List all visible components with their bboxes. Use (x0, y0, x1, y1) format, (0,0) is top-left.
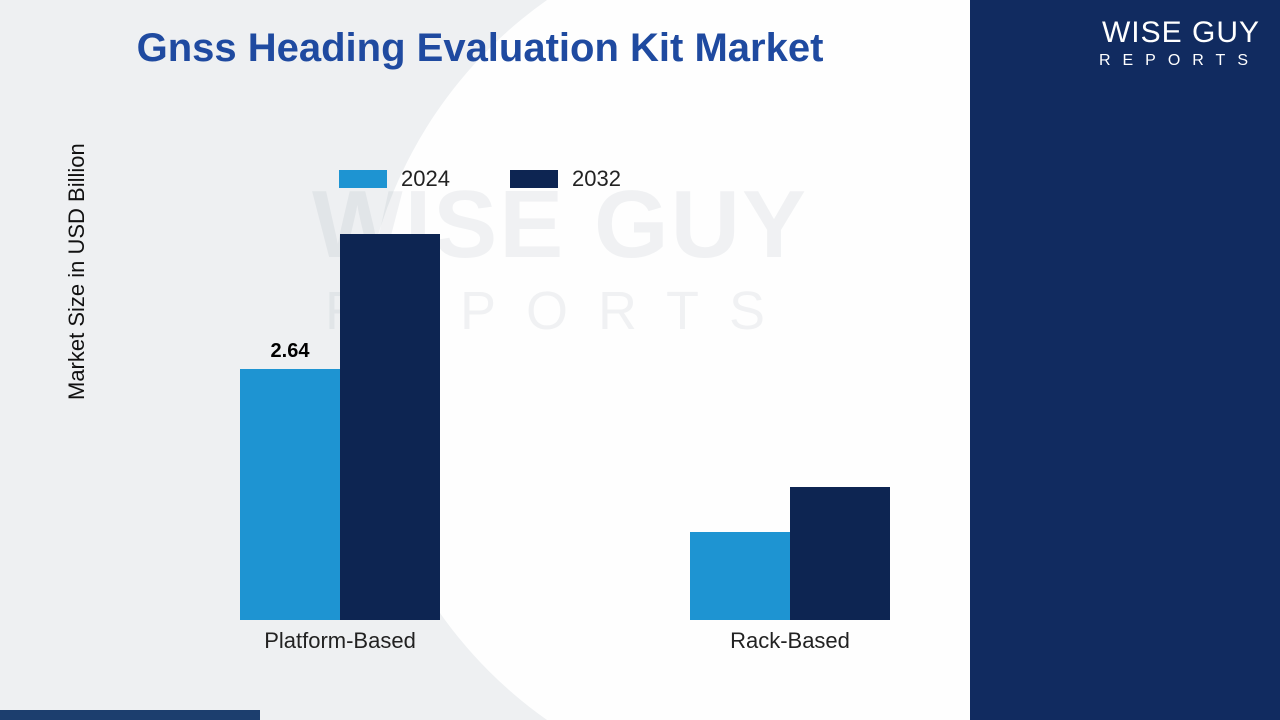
legend-item-2024: 2024 (339, 166, 450, 192)
legend: 2024 2032 (0, 166, 960, 192)
stage: WISE GUY REPORTS Gnss Heading Evaluation… (0, 0, 1280, 720)
chart-title: Gnss Heading Evaluation Kit Market (0, 26, 960, 71)
bar-2032 (790, 487, 890, 620)
bar-2032 (340, 234, 440, 620)
bar-2024 (690, 532, 790, 620)
x-axis-label: Rack-Based (680, 628, 900, 654)
y-axis-label: Market Size in USD Billion (64, 143, 90, 400)
plot-area: 2.64Platform-BasedRack-Based (110, 220, 960, 620)
brand-logo-line2: REPORTS (1099, 52, 1260, 70)
legend-swatch-2032 (510, 170, 558, 188)
legend-swatch-2024 (339, 170, 387, 188)
brand-panel (970, 0, 1280, 720)
brand-logo-line1: WISE GUY (1099, 16, 1260, 50)
x-axis-label: Platform-Based (230, 628, 450, 654)
brand-logo: WISE GUY REPORTS (1099, 16, 1260, 70)
legend-item-2032: 2032 (510, 166, 621, 192)
legend-label-2032: 2032 (572, 166, 621, 192)
bar-value-label: 2.64 (240, 340, 340, 363)
legend-label-2024: 2024 (401, 166, 450, 192)
decor-bottom-bar (0, 710, 260, 720)
bar-2024 (240, 369, 340, 620)
